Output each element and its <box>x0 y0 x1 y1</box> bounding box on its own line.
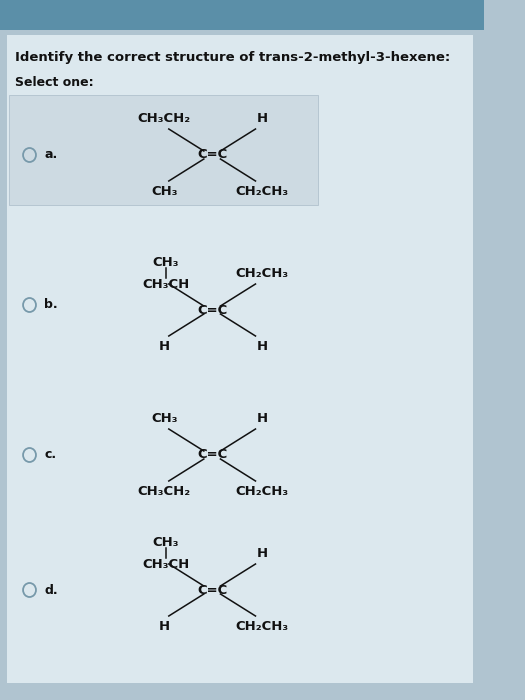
Text: CH₃CH₂: CH₃CH₂ <box>138 112 191 125</box>
Text: C=C: C=C <box>197 449 227 461</box>
Text: CH₂CH₃: CH₂CH₃ <box>235 185 289 198</box>
Text: CH₃CH: CH₃CH <box>142 557 190 570</box>
Text: CH₃: CH₃ <box>153 536 179 549</box>
Text: Identify the correct structure of trans-2-methyl-3-hexene:: Identify the correct structure of trans-… <box>15 52 450 64</box>
Text: d.: d. <box>44 584 58 596</box>
Text: c.: c. <box>44 449 56 461</box>
Text: C=C: C=C <box>197 148 227 162</box>
Text: CH₂CH₃: CH₂CH₃ <box>235 485 289 498</box>
Bar <box>0 0 484 30</box>
Text: H: H <box>256 412 268 425</box>
Text: CH₂CH₃: CH₂CH₃ <box>235 620 289 633</box>
Text: H: H <box>256 340 268 353</box>
Text: H: H <box>159 620 170 633</box>
Text: CH₃CH₂: CH₃CH₂ <box>138 485 191 498</box>
FancyBboxPatch shape <box>7 35 473 683</box>
FancyBboxPatch shape <box>9 95 318 205</box>
Text: H: H <box>256 547 268 560</box>
Text: H: H <box>159 340 170 353</box>
Text: CH₂CH₃: CH₂CH₃ <box>235 267 289 280</box>
Text: CH₃: CH₃ <box>153 256 179 269</box>
Text: C=C: C=C <box>197 304 227 316</box>
Text: CH₃CH: CH₃CH <box>142 277 190 290</box>
Text: C=C: C=C <box>197 584 227 596</box>
Text: Select one:: Select one: <box>15 76 93 88</box>
Text: H: H <box>256 112 268 125</box>
Text: a.: a. <box>44 148 58 162</box>
Text: CH₃: CH₃ <box>151 185 177 198</box>
Text: CH₃: CH₃ <box>151 412 177 425</box>
Text: b.: b. <box>44 298 58 312</box>
